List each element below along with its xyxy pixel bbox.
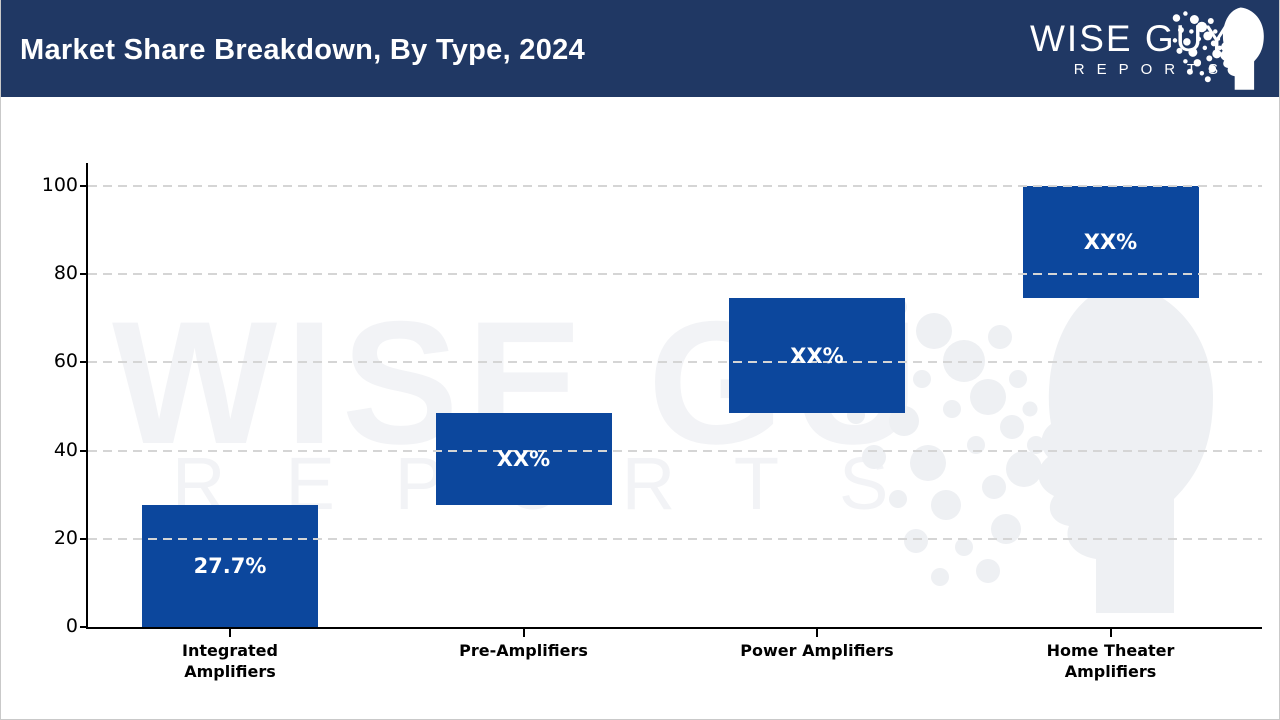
y-axis-tick-mark (80, 537, 88, 540)
bar-value-label: XX% (1083, 230, 1138, 254)
y-axis-tick-label: 40 (53, 438, 78, 461)
gridline-y-100 (88, 185, 1262, 187)
bar-segment (142, 504, 318, 627)
gridline-y-80 (88, 273, 1262, 276)
x-axis-tick-mark (522, 629, 525, 637)
header-band: Market Share Breakdown, By Type, 2024 WI… (0, 0, 1280, 97)
bar-value-label: 27.7% (193, 553, 267, 578)
logo-subtext: REPORTS (1073, 61, 1230, 78)
x-axis-tick-mark (816, 629, 818, 637)
y-axis-tick-mark (80, 449, 88, 452)
y-axis-tick-label: 60 (53, 350, 78, 373)
bar-value-label: XX% (496, 446, 551, 471)
x-axis-category-label: Home Theater Amplifiers (1046, 641, 1175, 681)
bar-segment (1022, 186, 1199, 298)
y-axis-spine (86, 163, 88, 629)
dotted-head-icon (1172, 7, 1264, 90)
gridline-y-20 (88, 537, 1262, 540)
y-axis-tick-mark (80, 361, 88, 364)
x-axis-category-label: Integrated Amplifiers (182, 641, 278, 681)
bar-segment (435, 413, 612, 505)
brand-logo: WISE GUY REPORTS (1030, 20, 1230, 78)
y-axis-tick-mark (80, 626, 88, 628)
y-axis-tick-label: 80 (53, 262, 78, 285)
gridline-y-40 (88, 449, 1262, 452)
bar-segment (729, 298, 905, 414)
x-axis-tick-mark (1109, 629, 1112, 637)
x-axis-tick-mark (229, 629, 231, 637)
page-title: Market Share Breakdown, By Type, 2024 (20, 34, 586, 66)
x-axis-category-label: Power Amplifiers (740, 641, 894, 660)
y-axis-tick-label: 100 (41, 174, 78, 196)
y-axis-tick-label: 0 (65, 615, 78, 637)
x-axis-category-label: Pre-Amplifiers (459, 641, 588, 660)
gridline-y-60 (88, 361, 1262, 364)
bar-value-label: XX% (790, 343, 844, 368)
y-axis-tick-mark (80, 273, 88, 276)
y-axis-tick-label: 20 (53, 526, 78, 549)
y-axis-tick-mark (80, 185, 88, 187)
x-axis-spine (86, 627, 1262, 629)
